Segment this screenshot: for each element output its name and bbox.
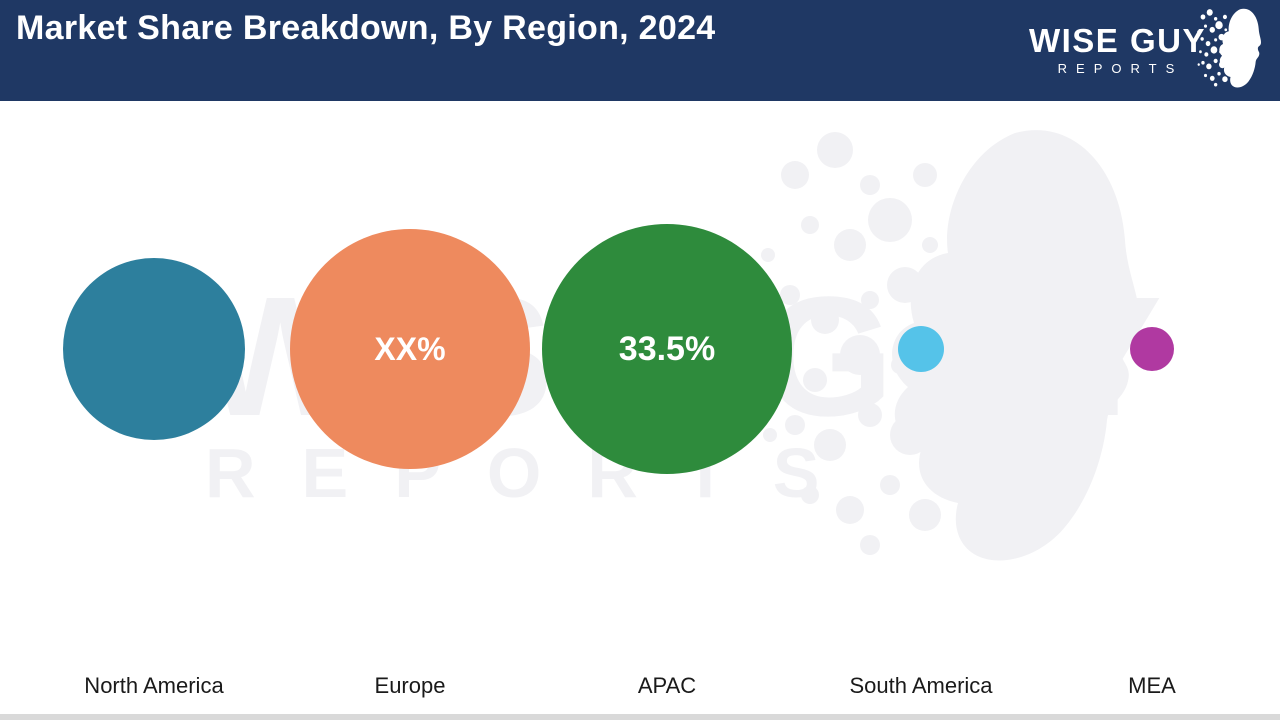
category-label-north-america: North America bbox=[84, 673, 224, 698]
wiseguy-logo-text: WISE GUY REPORTS bbox=[1029, 22, 1206, 76]
category-label-mea: MEA bbox=[1128, 673, 1176, 698]
header-bar: Market Share Breakdown, By Region, 2024 … bbox=[0, 0, 1280, 101]
category-label-south-america: South America bbox=[849, 673, 993, 698]
category-label-apac: APAC bbox=[637, 673, 697, 698]
wiseguy-logo: WISE GUY REPORTS bbox=[1029, 6, 1268, 92]
bubble-mea bbox=[1130, 327, 1174, 371]
bubble-value-label: XX% bbox=[374, 330, 446, 367]
bubble-chart: WISE GUY REPORTS North AmericaXX%Europe3… bbox=[0, 101, 1280, 720]
page-title: Market Share Breakdown, By Region, 2024 bbox=[16, 9, 716, 47]
logo-tagline: REPORTS bbox=[1057, 61, 1184, 76]
watermark-tagline-text: REPORTS bbox=[205, 434, 865, 512]
watermark-head-icon bbox=[761, 130, 1139, 561]
logo-brand-name: WISE GUY bbox=[1028, 22, 1206, 59]
bubble-europe: XX% bbox=[290, 229, 530, 469]
bubble-north-america bbox=[63, 258, 245, 440]
bubble-south-america bbox=[898, 326, 944, 372]
bottom-strip bbox=[0, 714, 1280, 720]
bubble-apac: 33.5% bbox=[542, 224, 792, 474]
category-label-europe: Europe bbox=[374, 673, 446, 698]
bubble-value-label: 33.5% bbox=[618, 329, 716, 368]
